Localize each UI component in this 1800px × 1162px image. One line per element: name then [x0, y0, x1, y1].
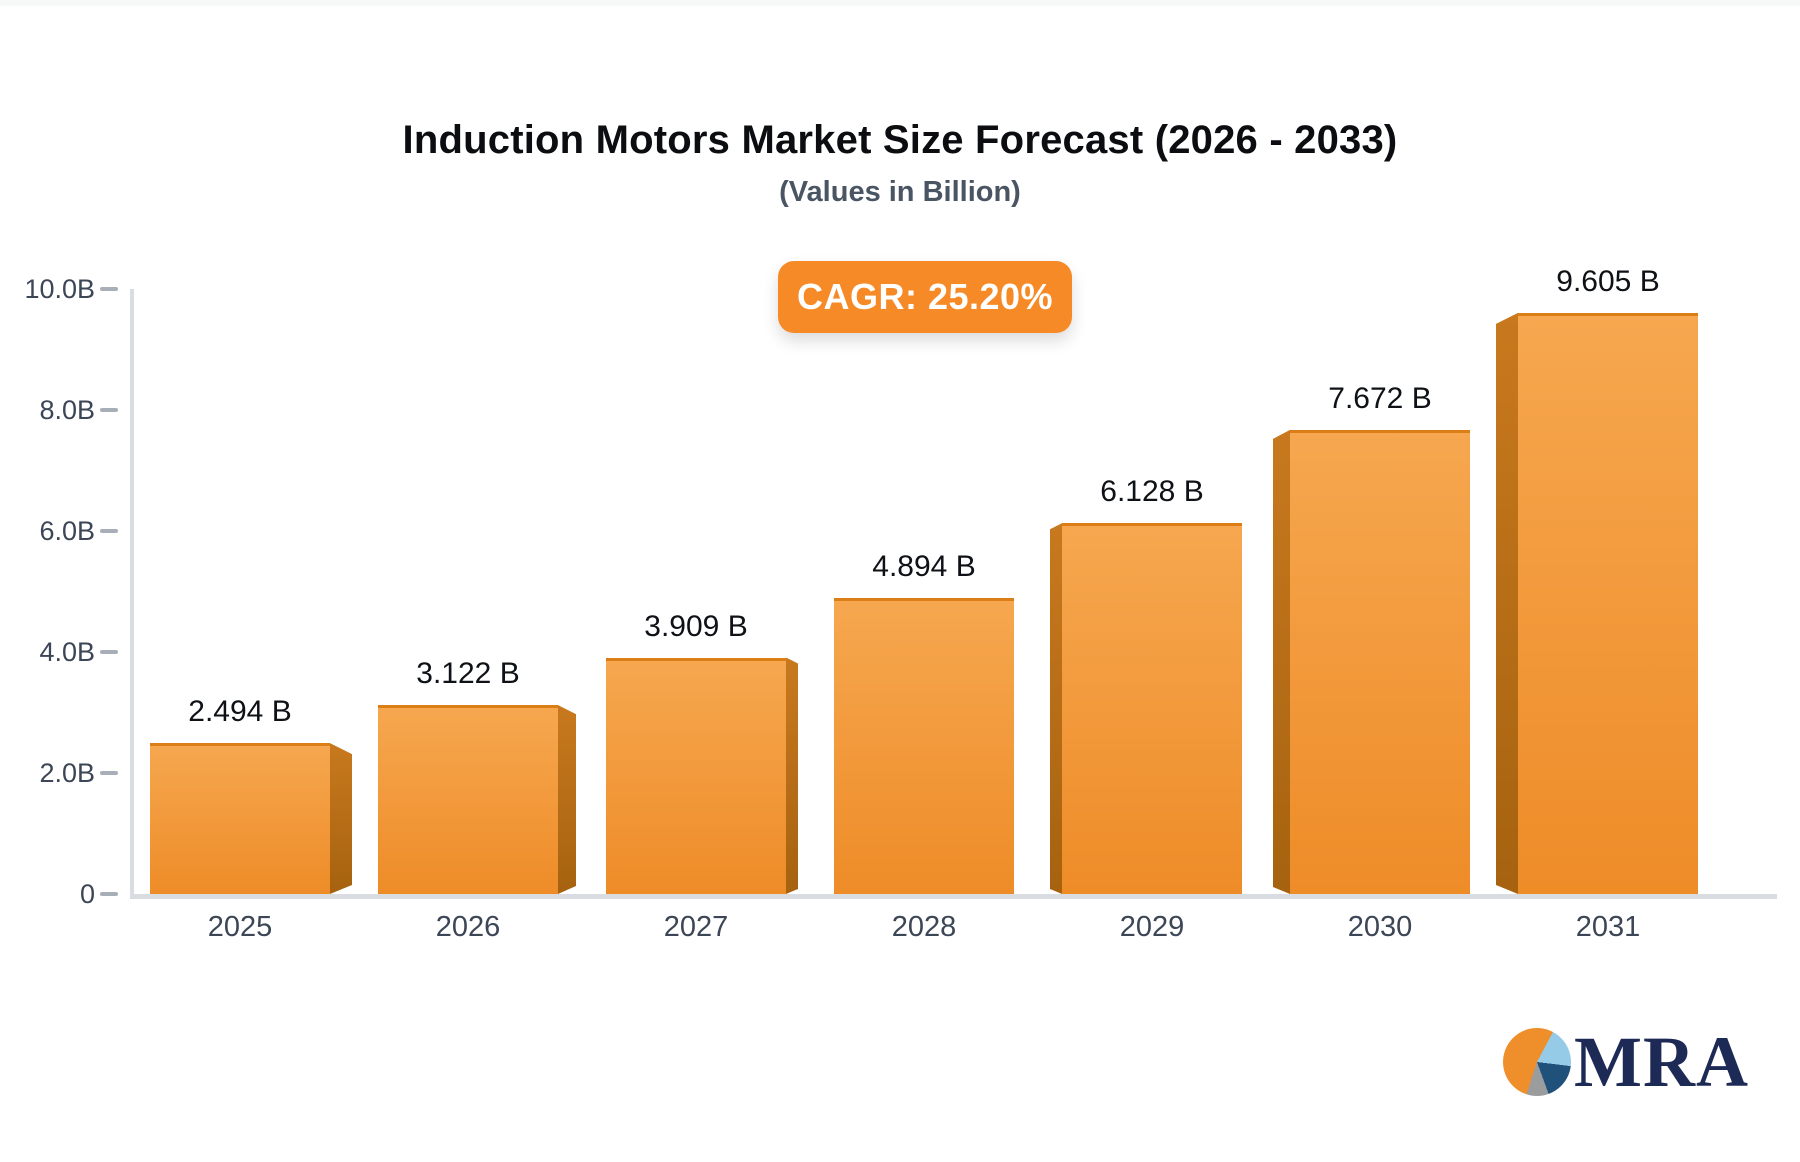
bar-value-label-2031: 9.605 B	[1556, 264, 1660, 298]
bar-side-face	[1273, 430, 1290, 894]
x-tick-label-2026: 2026	[435, 911, 501, 943]
bar-value-label-2026: 3.122 B	[416, 657, 520, 691]
plot-area	[130, 289, 1777, 899]
y-tick-mark	[100, 529, 118, 533]
bar-value-label-2029: 6.128 B	[1100, 475, 1204, 509]
y-tick-mark	[100, 408, 118, 412]
bar-2025	[150, 743, 330, 894]
bar-side-face	[1050, 523, 1062, 894]
x-tick-label-2028: 2028	[891, 911, 957, 943]
bar-value-label-2027: 3.909 B	[644, 609, 748, 643]
y-tick-mark	[100, 650, 118, 654]
cagr-badge: CAGR: 25.20%	[778, 261, 1072, 333]
y-tick-label-10.0B: 10.0B	[24, 274, 95, 304]
bar-front-face	[1062, 523, 1242, 894]
chart-subtitle: (Values in Billion)	[779, 176, 1021, 208]
bar-value-label-2025: 2.494 B	[188, 695, 292, 729]
y-tick-label-4.0B: 4.0B	[39, 637, 95, 667]
bar-side-face	[786, 658, 798, 894]
bar-front-face	[606, 657, 786, 894]
cagr-badge-label: CAGR: 25.20%	[796, 276, 1054, 317]
bar-2029	[1062, 523, 1242, 894]
y-tick-mark	[100, 892, 118, 896]
bar-front-face	[378, 705, 558, 894]
pie-chart-icon	[1503, 1028, 1571, 1096]
chart-title: Induction Motors Market Size Forecast (2…	[402, 118, 1398, 162]
y-tick-label-8.0B: 8.0B	[39, 395, 95, 425]
y-tick-mark	[100, 287, 118, 291]
bar-side-face	[1496, 313, 1518, 894]
y-tick-label-2.0B: 2.0B	[39, 758, 95, 788]
y-tick-label-6.0B: 6.0B	[39, 516, 95, 546]
x-tick-label-2029: 2029	[1119, 911, 1185, 943]
bar-2030	[1290, 429, 1470, 894]
bar-2028	[834, 597, 1014, 894]
bar-value-label-2030: 7.672 B	[1328, 381, 1432, 415]
bar-side-face	[558, 705, 576, 894]
brand-logo: MRA	[1503, 1022, 1749, 1102]
bar-front-face	[150, 743, 330, 894]
bar-2027	[606, 657, 786, 894]
bar-side-face	[330, 743, 352, 894]
bar-front-face	[834, 597, 1014, 894]
bar-front-face	[1518, 312, 1698, 894]
x-tick-label-2030: 2030	[1347, 911, 1413, 943]
bar-front-face	[1290, 429, 1470, 894]
brand-logo-text: MRA	[1574, 1022, 1749, 1102]
bar-2026	[378, 705, 558, 894]
y-tick-label-0: 0	[79, 879, 95, 909]
x-tick-label-2025: 2025	[207, 911, 273, 943]
x-tick-label-2031: 2031	[1575, 911, 1641, 943]
y-tick-mark	[100, 771, 118, 775]
bar-value-label-2028: 4.894 B	[872, 549, 976, 583]
x-tick-label-2027: 2027	[663, 911, 729, 943]
bar-2031	[1518, 312, 1698, 894]
